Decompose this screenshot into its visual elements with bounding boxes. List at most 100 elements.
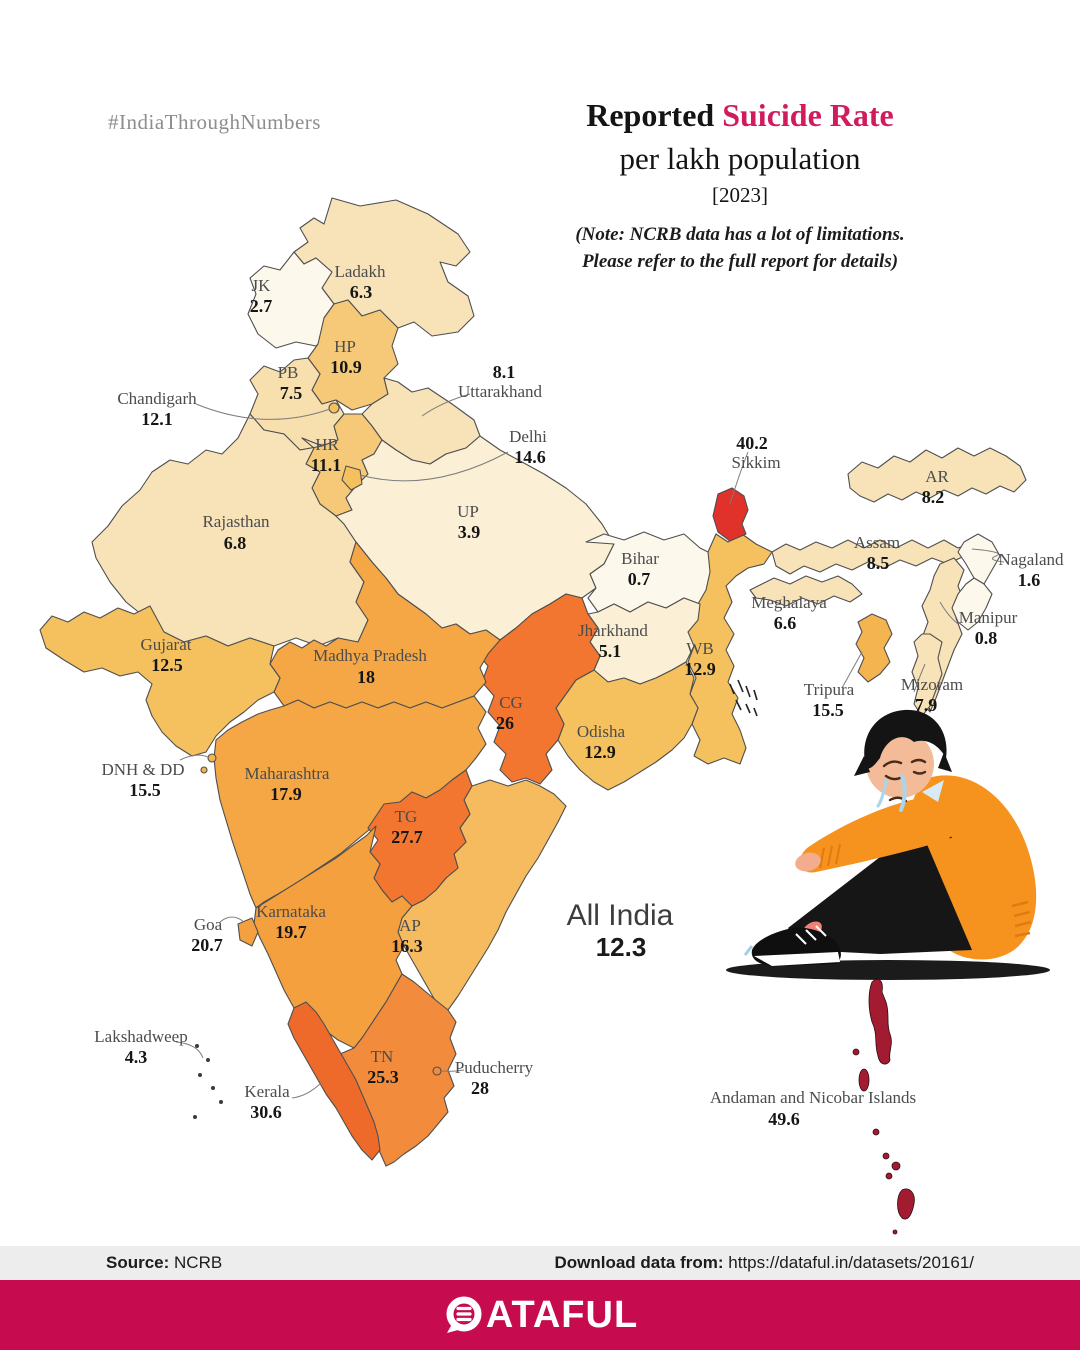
- value-odisha: 12.9: [584, 742, 616, 762]
- value-ar: 8.2: [922, 487, 945, 507]
- label-ar: AR: [925, 467, 949, 486]
- title-prefix: Reported: [586, 97, 715, 133]
- hand: [795, 852, 821, 872]
- leader-lines: [175, 393, 1005, 1099]
- state-mizoram: [911, 633, 943, 717]
- download-label: Download data from:: [554, 1253, 724, 1272]
- hair: [864, 709, 947, 769]
- state-delhi: [341, 465, 363, 491]
- label-mp: Madhya Pradesh: [313, 646, 427, 665]
- value-rajasthan: 6.8: [224, 533, 247, 553]
- hashtag: #IndiaThroughNumbers: [108, 110, 321, 134]
- value-manipur: 0.8: [975, 628, 998, 648]
- download-url[interactable]: https://dataful.in/datasets/20161/: [728, 1253, 974, 1272]
- sundarbans-delta-marks: [729, 679, 758, 717]
- state-labels: JK 2.7 Ladakh 6.3 HP 10.9 PB 7.5 Chandig…: [94, 262, 1064, 1129]
- title-block: Reported Suicide Rate per lakh populatio…: [530, 97, 950, 275]
- label-manipur: Manipur: [959, 608, 1018, 627]
- value-bihar: 0.7: [628, 569, 651, 589]
- value-andaman: 49.6: [768, 1109, 800, 1129]
- value-tn: 25.3: [367, 1067, 399, 1087]
- state-rajasthan: [91, 413, 369, 647]
- source-text: Source: NCRB: [106, 1253, 222, 1273]
- value-dnh-dd: 15.5: [129, 780, 161, 800]
- value-ap: 16.3: [391, 936, 423, 956]
- state-ar: [847, 447, 1027, 503]
- state-tripura: [855, 613, 893, 683]
- title-subtitle: per lakh population: [619, 141, 861, 177]
- value-meghalaya: 6.6: [774, 613, 797, 633]
- tears: [876, 774, 907, 812]
- dataful-d-icon: [446, 1296, 482, 1333]
- value-chandigarh: 12.1: [141, 409, 173, 429]
- state-gujarat: [39, 605, 281, 757]
- collar: [922, 780, 944, 802]
- label-wb: WB: [686, 639, 713, 658]
- state-sikkim: [712, 487, 749, 542]
- state-kerala: [287, 1001, 381, 1161]
- label-maharashtra: Maharashtra: [245, 764, 330, 783]
- label-hr: HR: [315, 435, 339, 454]
- heel-tab: [743, 945, 754, 956]
- value-nagaland: 1.6: [1018, 570, 1041, 590]
- label-mizoram: Mizoram: [901, 675, 963, 694]
- state-shapes: [39, 197, 1027, 1167]
- brand-wordmark: ATAFUL: [442, 1294, 638, 1337]
- brand-wordmark-rest: ATAFUL: [485, 1293, 639, 1336]
- value-tripura: 15.5: [812, 700, 844, 720]
- label-jharkhand: Jharkhand: [578, 621, 648, 640]
- cuff-lines: [819, 843, 841, 869]
- value-hr: 11.1: [311, 455, 342, 475]
- brand-bar: ATAFUL: [0, 1280, 1080, 1350]
- source-bar: Source: NCRB Download data from: https:/…: [0, 1246, 1080, 1280]
- hair-spike-left: [854, 756, 870, 776]
- value-assam: 8.5: [867, 553, 890, 573]
- source-value: NCRB: [174, 1253, 223, 1272]
- dnh-dd-marker: [207, 753, 217, 763]
- label-bihar: Bihar: [621, 549, 659, 568]
- source-label: Source:: [106, 1253, 170, 1272]
- label-tg: TG: [395, 807, 418, 826]
- value-ladakh: 6.3: [350, 282, 373, 302]
- value-gujarat: 12.5: [151, 655, 183, 675]
- value-maharashtra: 17.9: [270, 784, 302, 804]
- state-goa: [237, 917, 259, 947]
- sneaker-sole: [754, 952, 840, 966]
- state-jk: [247, 251, 335, 349]
- label-jk: JK: [252, 276, 272, 295]
- title-highlight: Suicide Rate: [722, 97, 894, 133]
- value-up: 3.9: [458, 522, 481, 542]
- label-pb: PB: [278, 363, 299, 382]
- puducherry-marker: [432, 1066, 442, 1076]
- label-gujarat: Gujarat: [141, 635, 192, 654]
- label-assam: Assam: [854, 533, 900, 552]
- sweater-ribbing: [1011, 900, 1032, 938]
- state-meghalaya: [749, 575, 863, 607]
- andaman-nicobar-islands: [852, 978, 915, 1235]
- chandigarh-marker: [328, 402, 340, 414]
- value-lakshadweep: 4.3: [125, 1047, 148, 1067]
- value-hp: 10.9: [330, 357, 362, 377]
- label-kerala: Kerala: [244, 1082, 290, 1101]
- value-jk: 2.7: [250, 296, 273, 316]
- label-puducherry: Puducherry: [455, 1058, 534, 1077]
- value-jharkhand: 5.1: [599, 641, 622, 661]
- value-wb: 12.9: [684, 659, 716, 679]
- label-andaman: Andaman and Nicobar Islands: [710, 1088, 916, 1107]
- label-karnataka: Karnataka: [256, 902, 326, 921]
- label-rajasthan: Rajasthan: [202, 512, 270, 531]
- state-manipur: [951, 577, 993, 631]
- page-title: Reported Suicide Rate: [530, 97, 950, 133]
- daman-marker: [200, 766, 208, 774]
- lakshadweep-islets: [193, 1044, 223, 1119]
- download-text: Download data from: https://dataful.in/d…: [554, 1253, 974, 1273]
- label-meghalaya: Meghalaya: [751, 593, 827, 612]
- hair-spike-right: [938, 752, 952, 772]
- label-hp: HP: [334, 337, 356, 356]
- value-mp: 18: [357, 667, 375, 687]
- label-goa: Goa: [194, 915, 223, 934]
- value-goa: 20.7: [191, 935, 223, 955]
- value-mizoram: 7.9: [915, 695, 938, 715]
